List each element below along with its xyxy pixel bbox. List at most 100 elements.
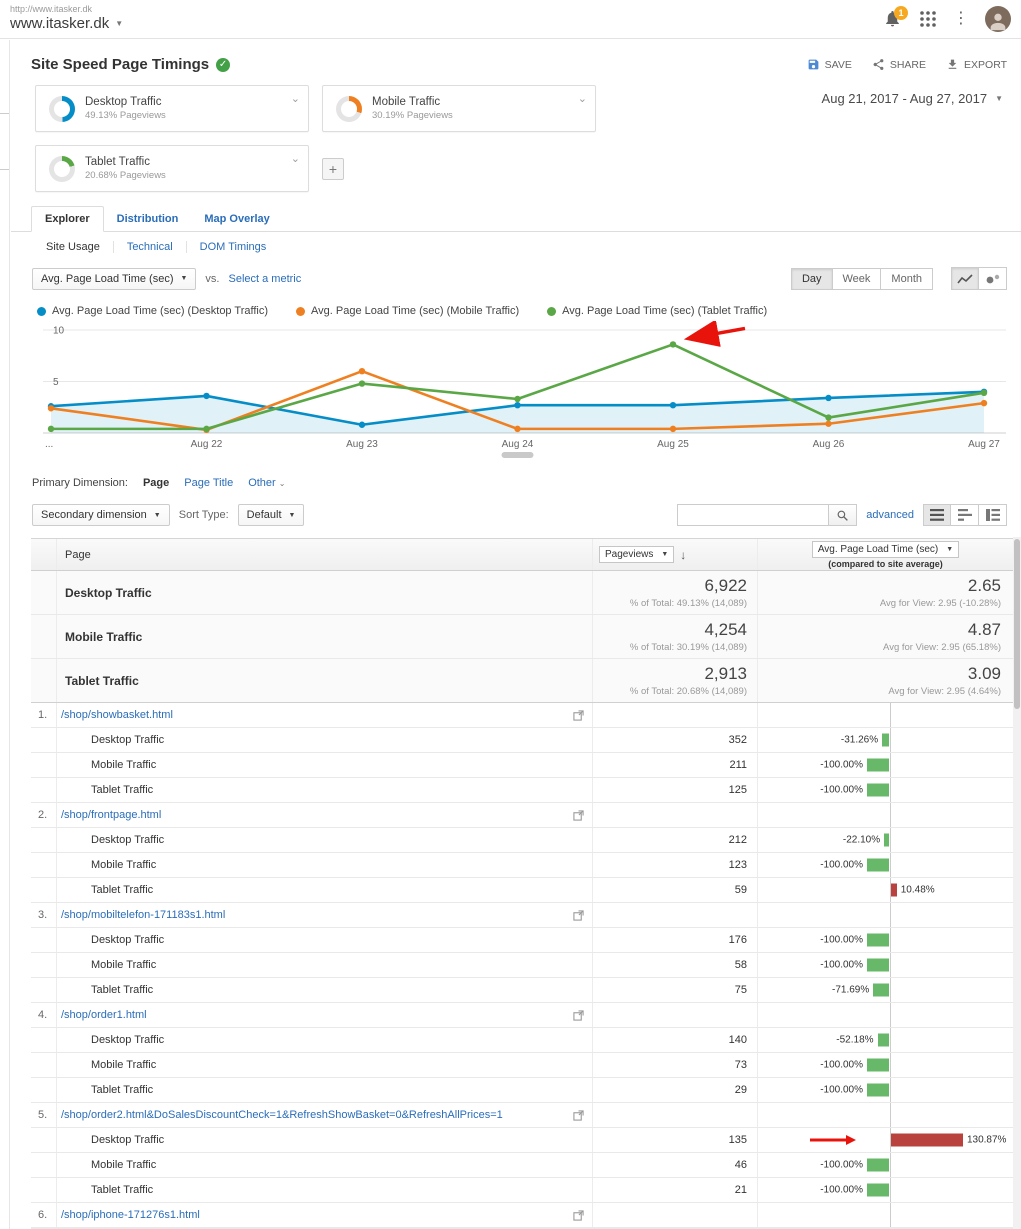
donut-chart-icon — [336, 95, 362, 122]
page-link[interactable]: /shop/frontpage.html — [61, 809, 162, 821]
open-in-new-icon[interactable] — [573, 1009, 584, 1021]
bar-axis-line — [890, 1153, 891, 1177]
page-link[interactable]: /shop/order1.html — [61, 1009, 147, 1021]
bar-axis-line — [890, 803, 891, 827]
add-segment-button[interactable]: + — [322, 157, 344, 180]
metric-dropdown[interactable]: Avg. Page Load Time (sec) ▼ — [32, 267, 197, 290]
collapsed-sidebar[interactable] — [0, 40, 10, 1229]
device-label: Mobile Traffic — [91, 1159, 157, 1171]
metric-bar — [867, 1158, 889, 1172]
summary-row-desktop: Desktop Traffic 6,922 % of Total: 49.13%… — [31, 571, 1013, 615]
pivot-view-button[interactable] — [979, 504, 1007, 526]
open-in-new-icon[interactable] — [573, 909, 584, 921]
line-chart-view-button[interactable] — [951, 267, 979, 290]
metric-bar — [891, 1133, 963, 1147]
chevron-down-icon[interactable]: ⌄ — [577, 93, 587, 105]
open-in-new-icon[interactable] — [573, 1109, 584, 1121]
granularity-week-button[interactable]: Week — [832, 267, 882, 290]
tab-distribution[interactable]: Distribution — [116, 213, 179, 225]
export-button[interactable]: EXPORT — [946, 58, 1007, 71]
site-name: www.itasker.dk — [10, 15, 110, 32]
subtab-site-usage[interactable]: Site Usage — [46, 241, 100, 253]
device-label: Tablet Traffic — [91, 1084, 154, 1096]
search-button[interactable] — [829, 504, 858, 526]
advanced-search-link[interactable]: advanced — [866, 509, 914, 521]
bar-axis-line — [890, 1103, 891, 1127]
page-link[interactable]: /shop/showbasket.html — [61, 709, 173, 721]
segment-card-tablet[interactable]: Tablet Traffic 20.68% Pageviews ⌄ — [35, 145, 309, 192]
metric-pct: -100.00% — [820, 859, 863, 871]
data-view-button[interactable] — [923, 504, 951, 526]
device-label: Tablet Traffic — [91, 784, 154, 796]
dimension-page-title[interactable]: Page Title — [184, 477, 234, 489]
open-in-new-icon[interactable] — [573, 809, 584, 821]
segment-card-desktop[interactable]: Desktop Traffic 49.13% Pageviews ⌄ — [35, 85, 309, 132]
dimension-other[interactable]: Other ⌄ — [248, 477, 286, 489]
subtab-dom-timings[interactable]: DOM Timings — [185, 241, 280, 253]
dimension-page[interactable]: Page — [142, 477, 170, 489]
page-link[interactable]: /shop/mobiltelefon-171183s1.html — [61, 909, 226, 921]
bar-axis-line — [890, 1078, 891, 1102]
chevron-down-icon: ▼ — [288, 511, 296, 519]
more-menu-icon[interactable]: ⋮ — [953, 10, 969, 27]
subtab-technical[interactable]: Technical — [112, 241, 186, 253]
save-button[interactable]: SAVE — [807, 58, 852, 71]
vs-label: vs. — [205, 272, 220, 285]
select-metric-link[interactable]: Select a metric — [228, 272, 302, 285]
segment-name: Mobile Traffic — [372, 96, 441, 108]
legend-item-desktop[interactable]: Avg. Page Load Time (sec) (Desktop Traff… — [37, 305, 268, 317]
search-input[interactable] — [677, 504, 830, 526]
metric-bar-wrap: -100.00% — [820, 958, 889, 972]
metric-pct: -71.69% — [831, 984, 870, 996]
row-number: 2. — [38, 809, 48, 821]
metric-pct: -52.18% — [836, 1034, 874, 1046]
metric-column-select[interactable]: Avg. Page Load Time (sec) ▼ — [811, 540, 960, 558]
sort-direction-icon[interactable]: ↓ — [680, 547, 687, 562]
date-range-selector[interactable]: Aug 21, 2017 - Aug 27, 2017 ▼ — [822, 91, 1003, 106]
segment-card-mobile[interactable]: Mobile Traffic 30.19% Pageviews ⌄ — [322, 85, 596, 132]
donut-chart-icon — [49, 155, 75, 182]
tab-explorer[interactable]: Explorer — [31, 206, 104, 232]
data-point — [980, 399, 988, 407]
page-url-row: 5. /shop/order2.html&DoSalesDiscountChec… — [31, 1103, 1013, 1128]
chevron-down-icon[interactable]: ⌄ — [290, 93, 300, 105]
apps-grid-icon[interactable] — [919, 10, 937, 28]
metric-bar — [884, 833, 889, 847]
device-row: Desktop Traffic 352 -31.26% — [31, 728, 1013, 753]
performance-view-button[interactable] — [951, 504, 979, 526]
summary-metric: 4.87 — [967, 620, 1001, 639]
notifications-button[interactable]: 1 — [883, 6, 908, 30]
account-switcher[interactable]: www.itasker.dk ▼ — [10, 15, 123, 32]
bar-cell: -100.00% — [757, 1153, 1013, 1177]
data-point — [358, 368, 366, 375]
granularity-month-button[interactable]: Month — [881, 267, 933, 290]
page-link[interactable]: /shop/iphone-171276s1.html — [61, 1209, 200, 1221]
chevron-down-icon[interactable]: ⌄ — [290, 153, 300, 165]
bar-cell: -100.00% — [757, 1053, 1013, 1077]
primary-dimension-bar: Primary Dimension: Page Page Title Other… — [11, 464, 1021, 496]
legend-item-mobile[interactable]: Avg. Page Load Time (sec) (Mobile Traffi… — [296, 305, 519, 317]
chevron-down-icon: ▼ — [153, 511, 161, 519]
tab-map-overlay[interactable]: Map Overlay — [204, 213, 270, 225]
secondary-dimension-button[interactable]: Secondary dimension ▼ — [32, 504, 170, 526]
sort-type-dropdown[interactable]: Default ▼ — [237, 504, 305, 526]
motion-chart-view-button[interactable] — [979, 267, 1007, 290]
page-link[interactable]: /shop/order2.html&DoSalesDiscountCheck=1… — [61, 1109, 503, 1121]
bar-cell: 10.48% — [757, 878, 1013, 902]
legend-dot — [37, 306, 46, 316]
column-header-page[interactable]: Page — [65, 548, 91, 561]
granularity-day-button[interactable]: Day — [790, 267, 833, 290]
pageviews-column-select[interactable]: Pageviews ▼ — [599, 546, 675, 563]
device-row: Desktop Traffic 140 -52.18% — [31, 1028, 1013, 1053]
legend-dot — [296, 306, 306, 316]
summary-row-mobile: Mobile Traffic 4,254 % of Total: 30.19% … — [31, 615, 1013, 659]
open-in-new-icon[interactable] — [573, 1209, 584, 1221]
scrollbar-thumb[interactable] — [1014, 539, 1020, 709]
share-button[interactable]: SHARE — [872, 58, 926, 71]
row-number: 4. — [38, 1009, 48, 1021]
metric-bar — [867, 783, 889, 797]
chevron-down-icon: ▼ — [661, 551, 669, 558]
legend-item-tablet[interactable]: Avg. Page Load Time (sec) (Tablet Traffi… — [547, 305, 767, 317]
avatar[interactable] — [985, 6, 1011, 32]
open-in-new-icon[interactable] — [573, 709, 584, 721]
